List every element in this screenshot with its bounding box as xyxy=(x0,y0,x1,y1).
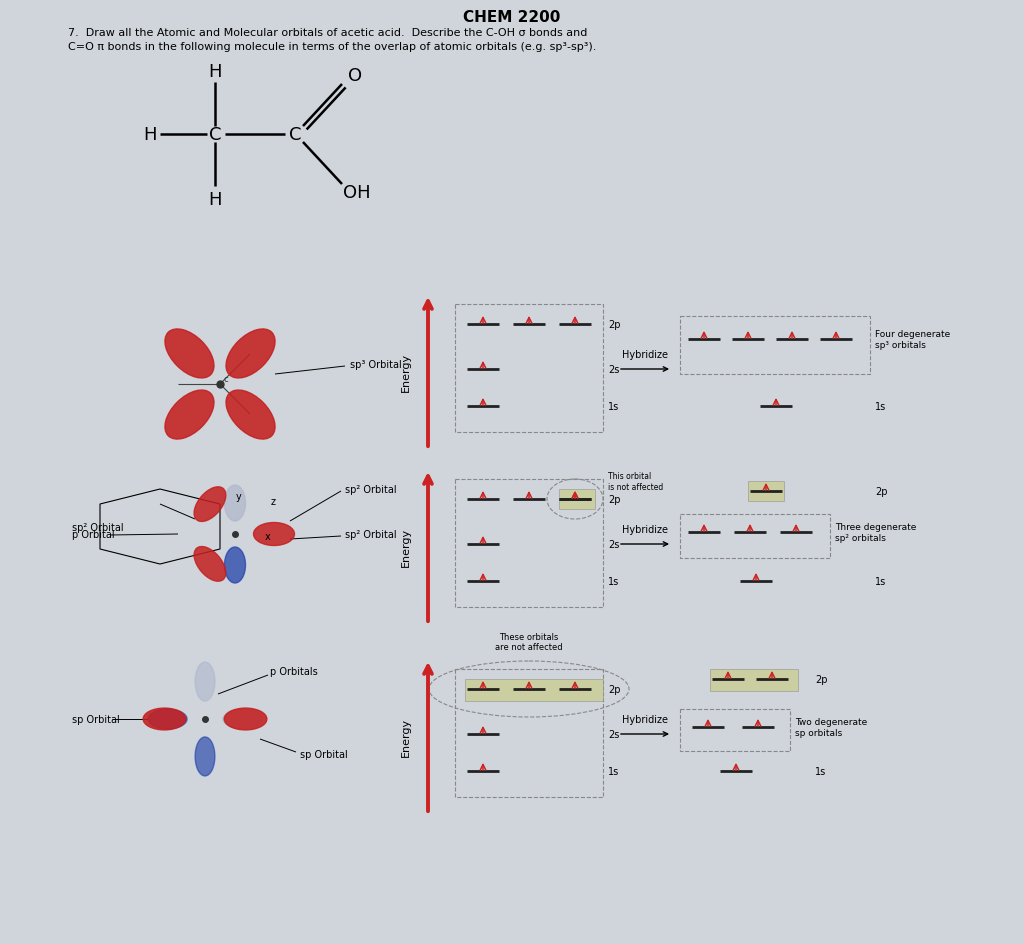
Text: 2p: 2p xyxy=(874,486,888,497)
Text: y: y xyxy=(237,492,242,501)
Bar xyxy=(680,514,830,559)
Text: z: z xyxy=(270,497,275,507)
Text: C: C xyxy=(209,126,221,143)
Ellipse shape xyxy=(224,548,246,583)
Text: Three degenerate
sp² orbitals: Three degenerate sp² orbitals xyxy=(835,523,916,542)
Text: sp Orbital: sp Orbital xyxy=(300,750,348,759)
Text: 1s: 1s xyxy=(608,577,620,586)
Text: Energy: Energy xyxy=(401,527,411,566)
Text: Energy: Energy xyxy=(401,352,411,391)
Text: Energy: Energy xyxy=(401,716,411,756)
Text: H: H xyxy=(208,191,222,209)
Text: sp² Orbital: sp² Orbital xyxy=(345,530,396,539)
Text: Hybridize: Hybridize xyxy=(622,349,668,360)
Text: Four degenerate
sp³ orbitals: Four degenerate sp³ orbitals xyxy=(874,330,950,349)
Bar xyxy=(465,680,603,701)
Text: Hybridize: Hybridize xyxy=(622,715,668,724)
Ellipse shape xyxy=(148,709,187,729)
Bar xyxy=(455,669,603,797)
Ellipse shape xyxy=(223,709,262,729)
Text: 2s: 2s xyxy=(608,729,620,739)
Text: 1s: 1s xyxy=(874,577,886,586)
Text: CHEM 2200: CHEM 2200 xyxy=(463,10,561,25)
Ellipse shape xyxy=(165,329,214,379)
Text: OH: OH xyxy=(343,184,371,202)
Ellipse shape xyxy=(226,329,275,379)
Ellipse shape xyxy=(254,523,295,546)
Text: 1s: 1s xyxy=(874,401,886,412)
Text: 7.  Draw all the Atomic and Molecular orbitals of acetic acid.  Describe the C-O: 7. Draw all the Atomic and Molecular orb… xyxy=(68,28,588,38)
Text: sp³ Orbital: sp³ Orbital xyxy=(350,360,401,370)
Text: These orbitals
are not affected: These orbitals are not affected xyxy=(496,632,563,651)
Ellipse shape xyxy=(224,708,267,730)
Text: p Orbitals: p Orbitals xyxy=(270,666,317,676)
Text: 2p: 2p xyxy=(608,320,621,329)
Text: c: c xyxy=(223,375,227,383)
Ellipse shape xyxy=(224,485,246,521)
Bar xyxy=(680,709,790,751)
Ellipse shape xyxy=(196,737,215,776)
Text: Hybridize: Hybridize xyxy=(622,525,668,534)
Ellipse shape xyxy=(143,708,185,730)
Text: H: H xyxy=(208,63,222,81)
Text: This orbital
is not affected: This orbital is not affected xyxy=(608,472,664,491)
Bar xyxy=(559,490,595,510)
Text: O: O xyxy=(348,67,362,85)
Ellipse shape xyxy=(226,391,275,440)
Text: 2s: 2s xyxy=(608,364,620,375)
Text: 1s: 1s xyxy=(608,401,620,412)
Ellipse shape xyxy=(196,663,215,701)
Text: C=O π bonds in the following molecule in terms of the overlap of atomic orbitals: C=O π bonds in the following molecule in… xyxy=(68,42,596,52)
Text: H: H xyxy=(143,126,157,143)
Bar xyxy=(748,481,784,501)
Text: sp² Orbital: sp² Orbital xyxy=(72,522,124,532)
Text: 2p: 2p xyxy=(608,684,621,694)
Ellipse shape xyxy=(195,487,225,522)
Text: 2p: 2p xyxy=(815,674,827,684)
Bar xyxy=(680,316,870,375)
Bar xyxy=(455,480,603,607)
Text: Two degenerate
sp orbitals: Two degenerate sp orbitals xyxy=(795,717,867,737)
Text: 2p: 2p xyxy=(608,495,621,504)
Text: C: C xyxy=(289,126,301,143)
Text: p Orbital: p Orbital xyxy=(72,530,115,539)
Ellipse shape xyxy=(195,547,225,582)
Text: 1s: 1s xyxy=(608,767,620,776)
Ellipse shape xyxy=(165,391,214,440)
Text: sp² Orbital: sp² Orbital xyxy=(345,484,396,495)
Text: x: x xyxy=(265,531,270,542)
Bar xyxy=(455,305,603,432)
Text: 2s: 2s xyxy=(608,539,620,549)
Text: 1s: 1s xyxy=(815,767,826,776)
Text: sp Orbital: sp Orbital xyxy=(72,715,120,724)
Bar xyxy=(710,669,798,691)
